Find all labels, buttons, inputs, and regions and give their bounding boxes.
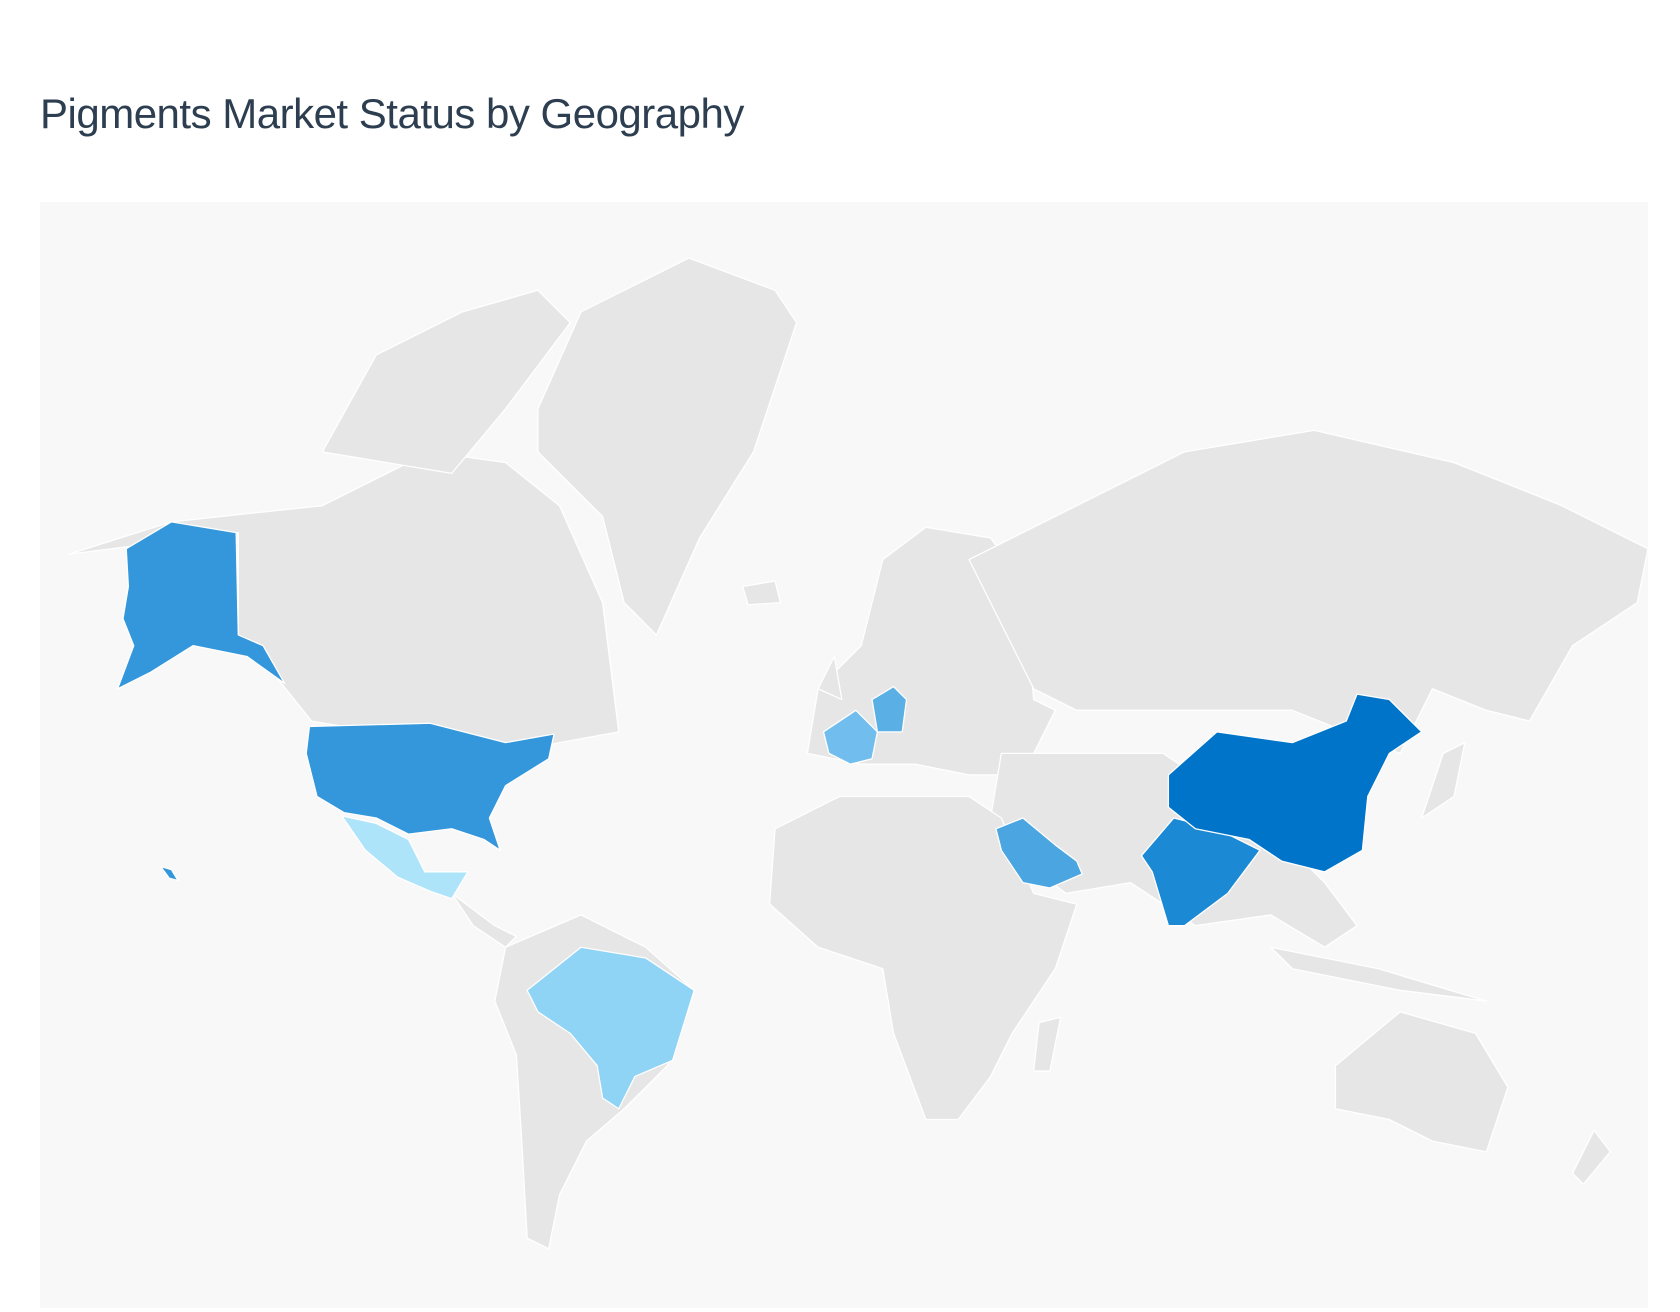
country-russia[interactable]	[968, 429, 1648, 755]
country-usa-hawaii[interactable]	[160, 865, 179, 882]
country-germany[interactable]	[871, 685, 908, 733]
country-france[interactable]	[822, 709, 879, 765]
country-saudi-arabia[interactable]	[995, 817, 1083, 889]
world-map-svg[interactable]	[40, 202, 1648, 1308]
country-mexico[interactable]	[341, 815, 469, 900]
country-australia[interactable]	[1334, 1011, 1509, 1153]
country-greenland[interactable]	[537, 257, 798, 636]
country-madagascar[interactable]	[1033, 1016, 1062, 1072]
country-japan[interactable]	[1421, 741, 1466, 819]
country-usa-alaska[interactable]	[116, 521, 286, 690]
page-title: Pigments Market Status by Geography	[40, 90, 744, 137]
region-africa[interactable]	[768, 795, 1078, 1121]
country-usa[interactable]	[305, 722, 555, 851]
country-brazil[interactable]	[526, 946, 695, 1110]
country-uk[interactable]	[817, 655, 843, 701]
region-central-america[interactable]	[451, 892, 518, 948]
arctic-islands[interactable]	[321, 289, 571, 475]
land-highlighted	[116, 521, 1423, 1110]
world-map[interactable]	[40, 202, 1648, 1308]
country-iceland[interactable]	[742, 580, 782, 606]
country-new-zealand[interactable]	[1571, 1129, 1611, 1185]
country-china[interactable]	[1167, 693, 1423, 873]
land-default	[68, 257, 1648, 1250]
region-southeast-asia[interactable]	[1270, 946, 1487, 1002]
